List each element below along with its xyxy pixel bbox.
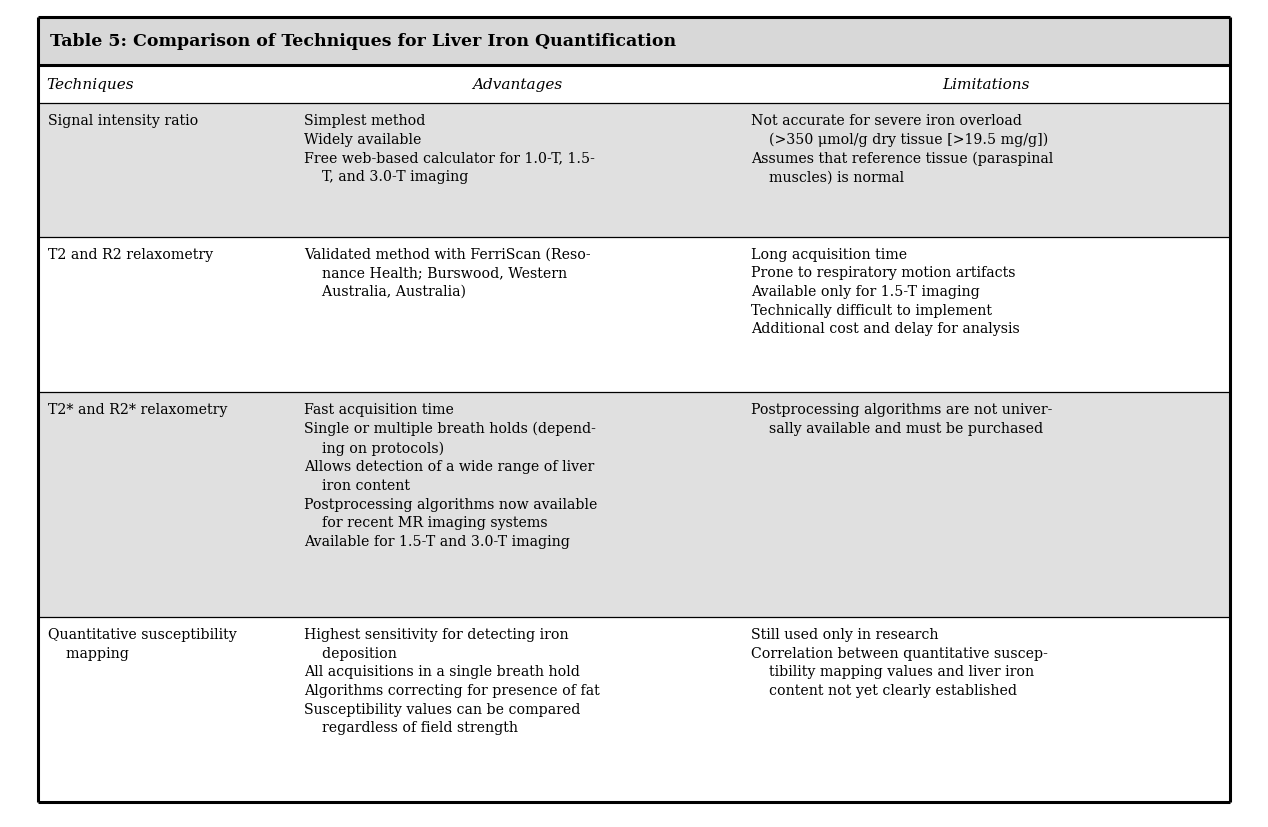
- Bar: [38, 18, 1230, 66]
- Text: T2* and R2* relaxometry: T2* and R2* relaxometry: [48, 403, 227, 417]
- Text: Advantages: Advantages: [473, 78, 563, 92]
- Text: Table 5: Comparison of Techniques for Liver Iron Quantification: Table 5: Comparison of Techniques for Li…: [49, 33, 676, 50]
- Text: Limitations: Limitations: [942, 78, 1030, 92]
- Text: Highest sensitivity for detecting iron
    deposition
All acquisitions in a sing: Highest sensitivity for detecting iron d…: [304, 628, 600, 734]
- Text: Simplest method
Widely available
Free web-based calculator for 1.0-T, 1.5-
    T: Simplest method Widely available Free we…: [304, 114, 595, 184]
- Text: Quantitative susceptibility
    mapping: Quantitative susceptibility mapping: [48, 628, 237, 660]
- Text: Not accurate for severe iron overload
    (>350 μmol/g dry tissue [>19.5 mg/g])
: Not accurate for severe iron overload (>…: [751, 114, 1054, 184]
- Bar: [38, 66, 1230, 104]
- Text: Validated method with FerriScan (Reso-
    nance Health; Burswood, Western
    A: Validated method with FerriScan (Reso- n…: [304, 247, 591, 299]
- Bar: [38, 618, 1230, 802]
- Text: Still used only in research
Correlation between quantitative suscep-
    tibilit: Still used only in research Correlation …: [751, 628, 1049, 697]
- Text: Techniques: Techniques: [46, 78, 133, 92]
- Bar: [38, 237, 1230, 393]
- Bar: [38, 393, 1230, 618]
- Text: T2 and R2 relaxometry: T2 and R2 relaxometry: [48, 247, 213, 261]
- Bar: [38, 104, 1230, 237]
- Text: Fast acquisition time
Single or multiple breath holds (depend-
    ing on protoc: Fast acquisition time Single or multiple…: [304, 403, 597, 548]
- Text: Long acquisition time
Prone to respiratory motion artifacts
Available only for 1: Long acquisition time Prone to respirato…: [751, 247, 1019, 336]
- Text: Postprocessing algorithms are not univer-
    sally available and must be purcha: Postprocessing algorithms are not univer…: [751, 403, 1052, 436]
- Text: Signal intensity ratio: Signal intensity ratio: [48, 114, 198, 128]
